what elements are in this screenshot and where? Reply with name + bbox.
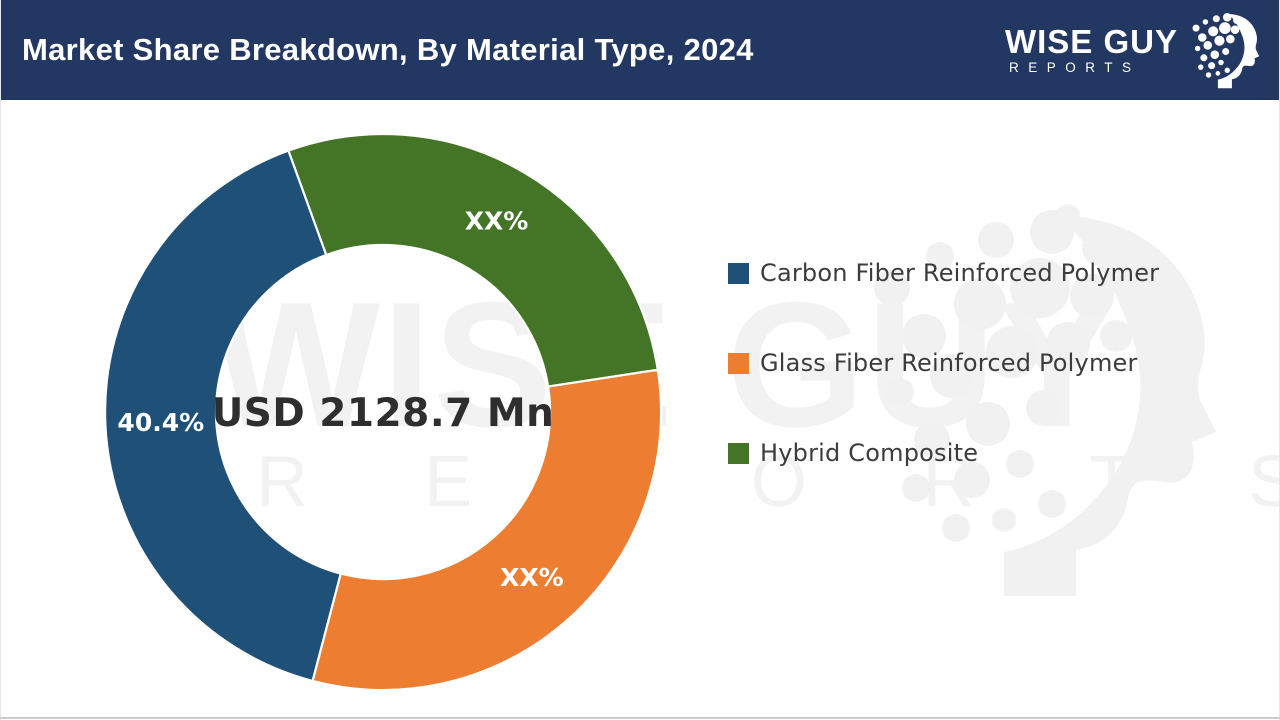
page-title: Market Share Breakdown, By Material Type… bbox=[22, 32, 754, 67]
chart-legend: Carbon Fiber Reinforced Polymer Glass Fi… bbox=[728, 259, 1160, 530]
slice-carbon-fiber-reinforced-polymer bbox=[104, 149, 342, 682]
page-bottom-edge bbox=[0, 717, 1280, 719]
legend-item-glass-fiber: Glass Fiber Reinforced Polymer bbox=[728, 349, 1159, 377]
slice-value-label: XX% bbox=[465, 207, 529, 236]
chart-center-value: USD 2128.7 Mn bbox=[212, 391, 555, 436]
page-left-edge bbox=[0, 0, 1, 720]
slice-value-label: 40.4% bbox=[117, 408, 204, 437]
brand-subname: REPORTS bbox=[1008, 59, 1141, 75]
legend-label: Carbon Fiber Reinforced Polymer bbox=[760, 259, 1160, 287]
brand-name: WISE GUY bbox=[1004, 23, 1178, 61]
legend-label: Hybrid Composite bbox=[760, 439, 979, 467]
legend-swatch bbox=[728, 262, 749, 284]
header-bar: Market Share Breakdown, By Material Type… bbox=[0, 0, 1280, 100]
brand-logo: WISE GUY REPORTS bbox=[1005, 11, 1260, 89]
legend-swatch bbox=[728, 442, 749, 464]
slice-hybrid-composite bbox=[287, 132, 659, 388]
slice-value-label: XX% bbox=[500, 563, 564, 592]
slice-glass-fiber-reinforced-polymer bbox=[311, 368, 663, 692]
legend-label: Glass Fiber Reinforced Polymer bbox=[760, 349, 1138, 377]
legend-item-carbon-fiber: Carbon Fiber Reinforced Polymer bbox=[728, 259, 1160, 287]
legend-item-hybrid-composite: Hybrid Composite bbox=[728, 439, 1159, 467]
legend-swatch bbox=[728, 352, 749, 374]
brand-head-icon bbox=[1192, 12, 1260, 89]
